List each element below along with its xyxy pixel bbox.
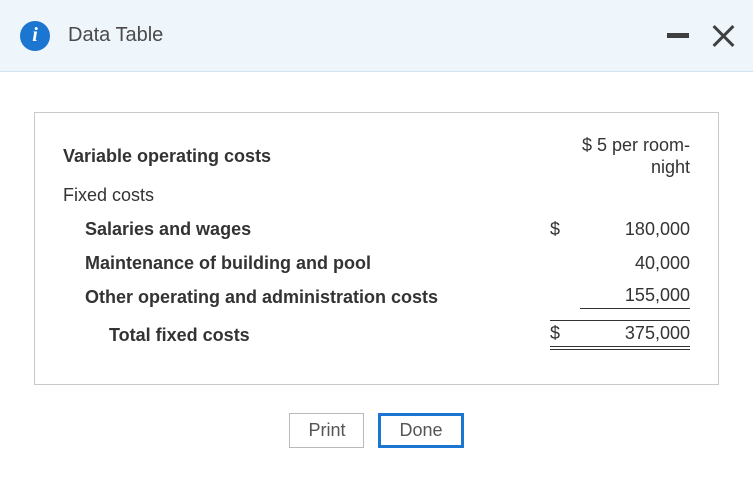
print-button[interactable]: Print [289, 413, 364, 448]
row-value: 40,000 [580, 253, 690, 274]
dialog-content: Variable operating costs $ 5 per room- n… [0, 72, 753, 448]
row-label: Other operating and administration costs [63, 287, 550, 308]
minimize-icon[interactable] [667, 33, 689, 38]
close-icon[interactable] [711, 24, 735, 48]
variable-costs-label: Variable operating costs [63, 146, 550, 167]
table-row: Maintenance of building and pool 40,000 [63, 246, 690, 280]
total-row: Total fixed costs $ 375,000 [63, 318, 690, 352]
spacer [63, 352, 690, 364]
fixed-costs-label: Fixed costs [63, 185, 550, 206]
dialog-title: Data Table [68, 24, 163, 47]
variable-costs-row: Variable operating costs $ 5 per room- n… [63, 135, 690, 178]
row-currency: $ [550, 219, 580, 240]
variable-costs-value-line1: $ 5 per room- [550, 135, 690, 157]
row-label: Maintenance of building and pool [63, 253, 550, 274]
variable-costs-value: $ 5 per room- night [550, 135, 690, 178]
table-row: Salaries and wages $ 180,000 [63, 212, 690, 246]
table-row: Other operating and administration costs… [63, 280, 690, 314]
total-label: Total fixed costs [63, 325, 550, 346]
data-table: Variable operating costs $ 5 per room- n… [34, 112, 719, 385]
window-controls [667, 24, 735, 48]
total-value: 375,000 [580, 320, 690, 350]
variable-costs-value-line2: night [550, 157, 690, 179]
row-value: 180,000 [580, 219, 690, 240]
dialog-header: i Data Table [0, 0, 753, 72]
fixed-costs-header-row: Fixed costs [63, 178, 690, 212]
dialog-footer: Print Done [34, 413, 719, 448]
row-label: Salaries and wages [63, 219, 550, 240]
done-button[interactable]: Done [378, 413, 463, 448]
info-icon: i [20, 21, 50, 51]
total-currency: $ [550, 320, 580, 350]
row-value: 155,000 [580, 285, 690, 309]
